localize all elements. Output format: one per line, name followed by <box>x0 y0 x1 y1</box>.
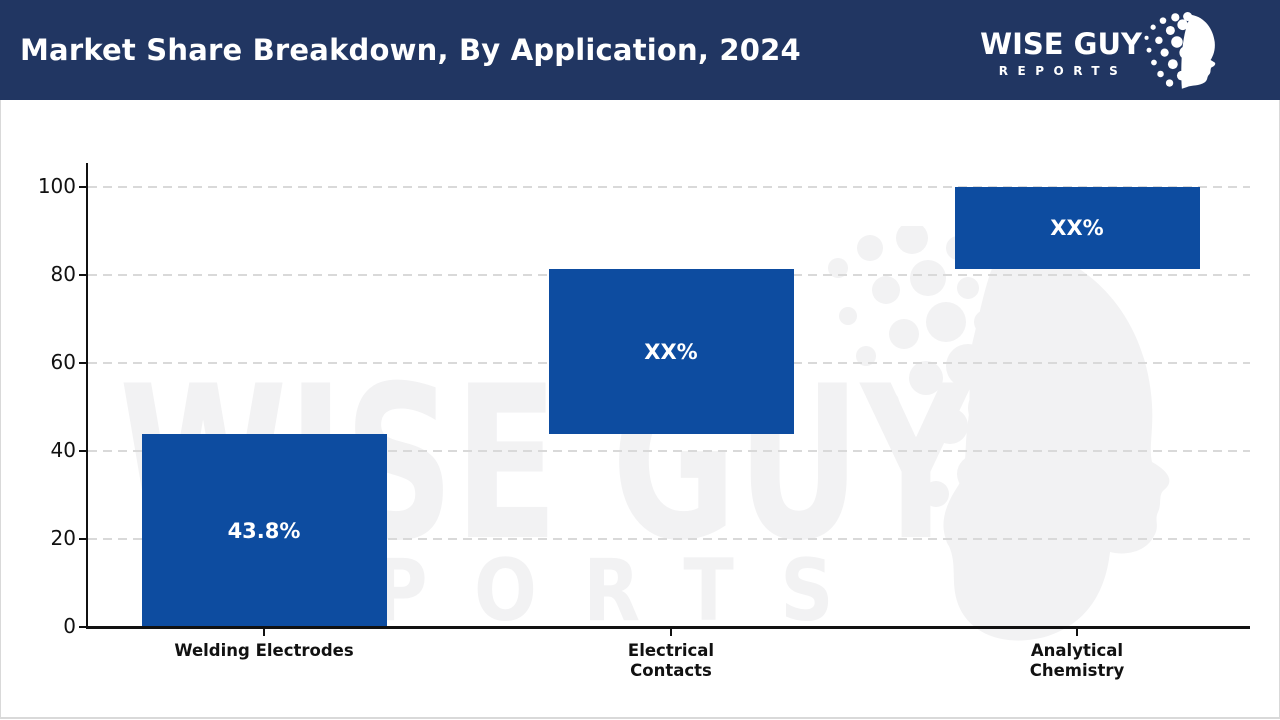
x-tick-mark <box>670 629 672 636</box>
y-tick-mark <box>79 362 87 364</box>
x-category-label: Electrical Contacts <box>627 641 715 680</box>
y-tick-label: 40 <box>50 438 76 462</box>
y-axis-line <box>86 163 88 629</box>
y-tick-mark <box>79 186 87 188</box>
bar-value-label: 43.8% <box>227 518 301 543</box>
y-tick-mark <box>79 538 87 540</box>
bar-value-label: XX% <box>644 339 698 364</box>
x-tick-mark <box>263 629 265 636</box>
wise-guy-logo: WISE GUY REPORTS <box>980 12 1218 92</box>
watermark-face-icon <box>828 226 1170 641</box>
bar-segment: XX% <box>548 269 794 435</box>
x-category-label: Analytical Chemistry <box>1029 641 1125 680</box>
y-tick-label: 80 <box>50 262 76 286</box>
logo-subtitle: REPORTS <box>998 63 1128 78</box>
bar-segment: XX% <box>954 187 1200 270</box>
y-tick-mark <box>79 274 87 276</box>
bar-value-label: XX% <box>1050 216 1104 241</box>
y-tick-label: 20 <box>50 526 76 550</box>
bar-segment: 43.8% <box>141 434 387 627</box>
dotted-face-icon <box>1144 12 1216 89</box>
header-bar: Market Share Breakdown, By Application, … <box>0 0 1280 100</box>
y-tick-label: 60 <box>50 350 76 374</box>
x-category-label: Welding Electrodes <box>174 641 354 660</box>
logo-name: WISE GUY <box>980 26 1142 61</box>
y-tick-label: 100 <box>37 174 76 198</box>
y-tick-label: 0 <box>63 614 76 638</box>
chart-title: Market Share Breakdown, By Application, … <box>20 33 801 67</box>
logo-text: WISE GUY REPORTS <box>980 27 1142 78</box>
x-axis-line <box>86 626 1250 629</box>
gridline <box>88 450 1250 452</box>
y-tick-mark <box>79 626 87 628</box>
x-tick-mark <box>1076 629 1078 636</box>
gridline <box>88 186 1250 188</box>
y-tick-mark <box>79 450 87 452</box>
gridline <box>88 538 1250 540</box>
